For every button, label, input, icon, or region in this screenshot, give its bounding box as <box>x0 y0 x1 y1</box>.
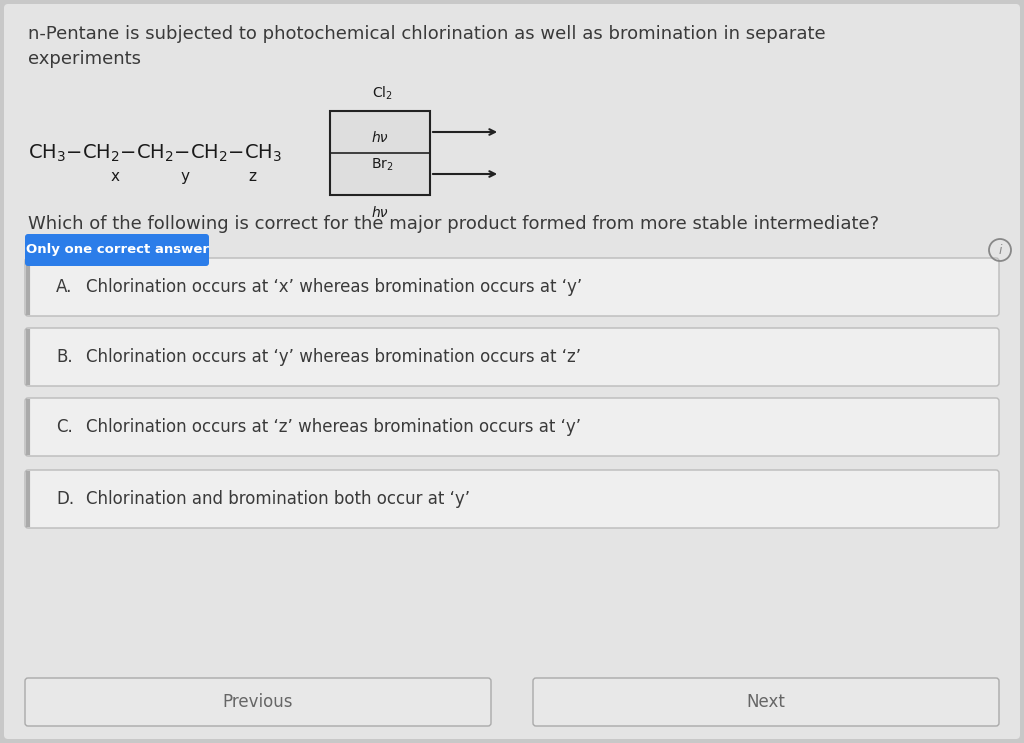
FancyBboxPatch shape <box>25 678 490 726</box>
Text: Previous: Previous <box>223 693 293 711</box>
FancyBboxPatch shape <box>534 678 999 726</box>
Text: $\mathregular{CH_3{-}CH_2{-}CH_2{-}CH_2{-}CH_3}$: $\mathregular{CH_3{-}CH_2{-}CH_2{-}CH_2{… <box>28 143 283 163</box>
Text: A.: A. <box>56 278 73 296</box>
Text: Chlorination occurs at ‘y’ whereas bromination occurs at ‘z’: Chlorination occurs at ‘y’ whereas bromi… <box>86 348 582 366</box>
FancyBboxPatch shape <box>25 398 999 456</box>
Text: Chlorination occurs at ‘z’ whereas bromination occurs at ‘y’: Chlorination occurs at ‘z’ whereas bromi… <box>86 418 582 436</box>
Text: Next: Next <box>746 693 785 711</box>
Text: C.: C. <box>56 418 73 436</box>
Text: experiments: experiments <box>28 50 141 68</box>
Text: Chlorination occurs at ‘x’ whereas bromination occurs at ‘y’: Chlorination occurs at ‘x’ whereas bromi… <box>86 278 583 296</box>
Text: $\mathregular{Br_2}$: $\mathregular{Br_2}$ <box>371 157 393 173</box>
Text: y: y <box>180 169 189 184</box>
Text: Which of the following is correct for the major product formed from more stable : Which of the following is correct for th… <box>28 215 880 233</box>
FancyBboxPatch shape <box>25 328 999 386</box>
Text: Chlorination and bromination both occur at ‘y’: Chlorination and bromination both occur … <box>86 490 470 508</box>
Text: x: x <box>111 169 120 184</box>
FancyBboxPatch shape <box>25 470 999 528</box>
Text: B.: B. <box>56 348 73 366</box>
Text: D.: D. <box>56 490 74 508</box>
Text: z: z <box>248 169 256 184</box>
FancyBboxPatch shape <box>25 234 209 266</box>
Bar <box>330 111 430 195</box>
Text: Only one correct answer: Only one correct answer <box>26 244 209 256</box>
Text: hν: hν <box>372 131 388 145</box>
FancyBboxPatch shape <box>25 258 999 316</box>
Text: n-Pentane is subjected to photochemical chlorination as well as bromination in s: n-Pentane is subjected to photochemical … <box>28 25 825 43</box>
Text: $\mathregular{Cl_2}$: $\mathregular{Cl_2}$ <box>372 84 392 102</box>
FancyBboxPatch shape <box>4 4 1020 739</box>
Text: i: i <box>998 244 1001 256</box>
Text: hν: hν <box>372 206 388 220</box>
